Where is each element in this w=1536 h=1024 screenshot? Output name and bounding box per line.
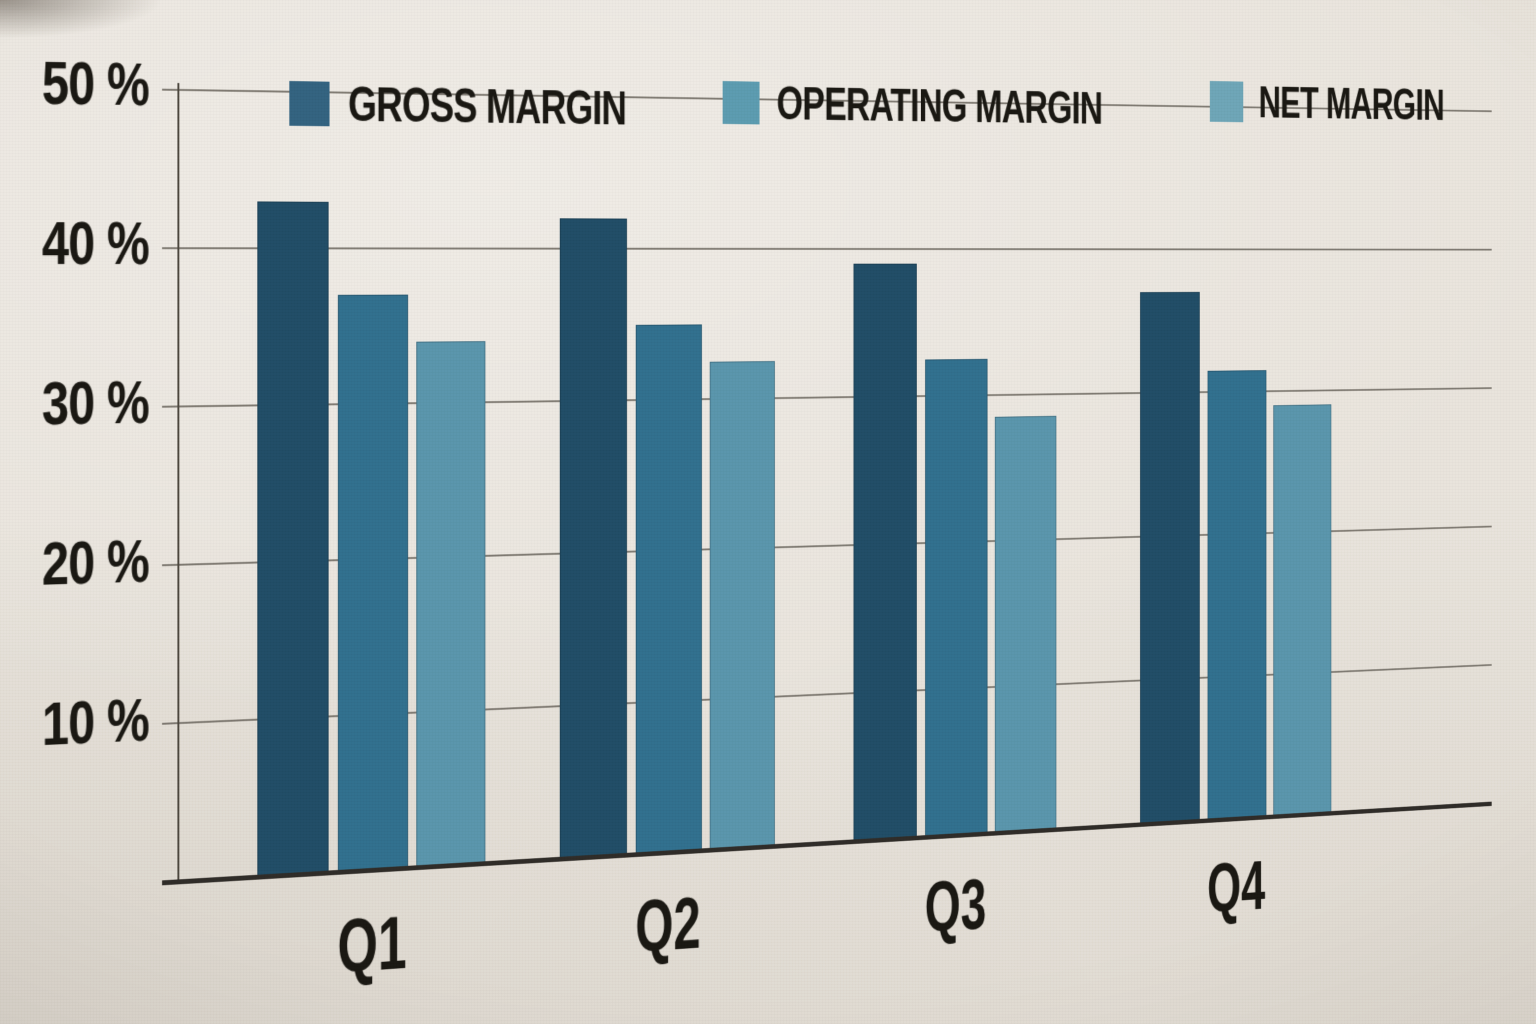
x-category-label-q1: Q1 bbox=[251, 899, 491, 990]
bar-q3-net-margin bbox=[994, 415, 1057, 833]
bar-q2-gross-margin bbox=[559, 218, 627, 859]
x-category-label-text: Q1 bbox=[337, 899, 408, 990]
y-tick-label-10-percent: 10 % bbox=[0, 685, 149, 760]
y-tick-label-30-percent: 30 % bbox=[0, 368, 149, 439]
bar-q2-net-margin bbox=[709, 360, 775, 850]
bar-q4-net-margin bbox=[1273, 404, 1332, 817]
y-tick-label-50-percent: 50 % bbox=[0, 48, 149, 119]
legend-label-operating-margin: OPERATING MARGIN bbox=[776, 77, 1103, 134]
bar-q1-net-margin bbox=[416, 340, 486, 868]
y-tick-label-20-percent: 20 % bbox=[0, 527, 149, 599]
legend-swatch-operating-margin bbox=[722, 81, 760, 125]
bar-q4-operating-margin bbox=[1207, 369, 1267, 821]
x-category-label-text: Q4 bbox=[1207, 845, 1266, 928]
legend-item-net-margin: NET MARGIN bbox=[1209, 77, 1489, 130]
y-tick-label-text: 30 % bbox=[41, 368, 149, 439]
legend-swatch-gross-margin bbox=[289, 81, 330, 127]
y-tick-label-text: 40 % bbox=[41, 209, 149, 278]
legend-label-gross-margin: GROSS MARGIN bbox=[348, 77, 627, 135]
y-axis-line bbox=[176, 82, 180, 882]
bar-q1-operating-margin bbox=[337, 294, 408, 872]
bar-q1-gross-margin bbox=[257, 201, 329, 877]
x-category-label-text: Q3 bbox=[925, 863, 987, 948]
legend-item-gross-margin: GROSS MARGIN bbox=[289, 77, 693, 135]
legend-item-operating-margin: OPERATING MARGIN bbox=[722, 77, 1181, 134]
legend-swatch-net-margin bbox=[1209, 80, 1244, 123]
bar-q3-operating-margin bbox=[924, 358, 988, 838]
x-category-label-q3: Q3 bbox=[848, 863, 1062, 948]
bar-q2-operating-margin bbox=[635, 323, 702, 855]
bar-q4-gross-margin bbox=[1140, 292, 1200, 825]
x-category-label-text: Q2 bbox=[635, 881, 702, 968]
y-tick-label-text: 20 % bbox=[41, 527, 149, 599]
x-category-label-q2: Q2 bbox=[554, 881, 780, 969]
legend-label-net-margin: NET MARGIN bbox=[1258, 77, 1445, 130]
y-tick-label-40-percent: 40 % bbox=[0, 209, 149, 278]
bar-q3-gross-margin bbox=[853, 263, 917, 842]
y-tick-label-text: 10 % bbox=[41, 685, 149, 760]
y-tick-label-text: 50 % bbox=[41, 48, 149, 119]
gridline-40-percent bbox=[162, 247, 1492, 251]
x-category-label-q4: Q4 bbox=[1135, 846, 1336, 928]
